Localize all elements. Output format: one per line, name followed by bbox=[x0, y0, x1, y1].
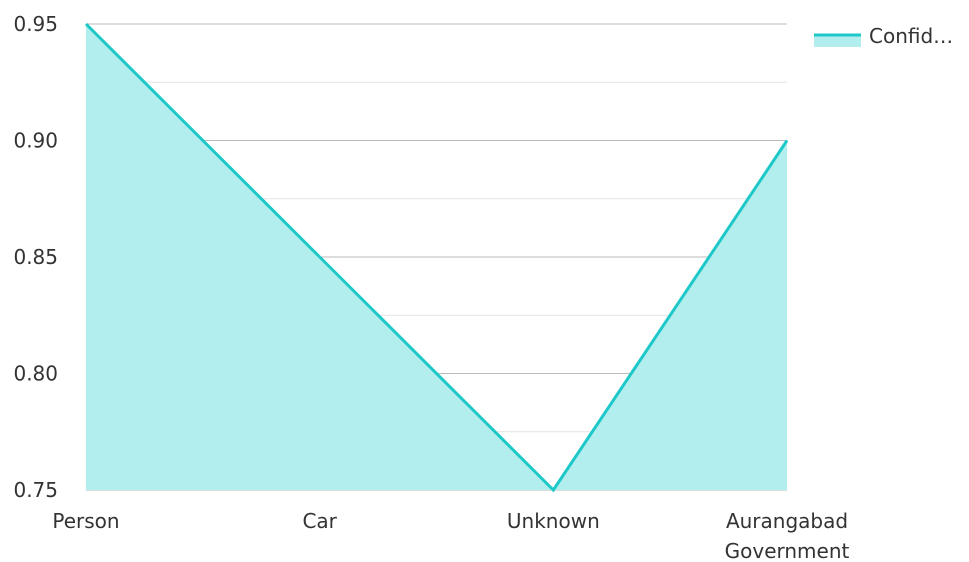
y-tick-label: 0.95 bbox=[13, 12, 58, 36]
x-tick-label: Unknown bbox=[507, 509, 600, 533]
y-axis-ticks: 0.95 0.90 0.85 0.80 0.75 bbox=[13, 12, 58, 502]
y-tick-label: 0.90 bbox=[13, 129, 58, 153]
y-tick-label: 0.85 bbox=[13, 245, 58, 269]
legend-swatch-fill bbox=[814, 35, 861, 47]
x-tick-label: Person bbox=[52, 509, 119, 533]
series-area-fill bbox=[86, 24, 787, 490]
legend-label: Confid… bbox=[869, 24, 953, 48]
x-tick-label: Aurangabad Government bbox=[725, 509, 850, 562]
y-tick-label: 0.75 bbox=[13, 478, 58, 502]
x-tick-label: Car bbox=[302, 509, 337, 533]
series-line bbox=[84, 22, 789, 493]
y-tick-label: 0.80 bbox=[13, 362, 58, 386]
x-axis-ticks: Person Car Unknown Aurangabad Government bbox=[52, 509, 849, 562]
legend[interactable]: Confid… bbox=[814, 24, 953, 48]
